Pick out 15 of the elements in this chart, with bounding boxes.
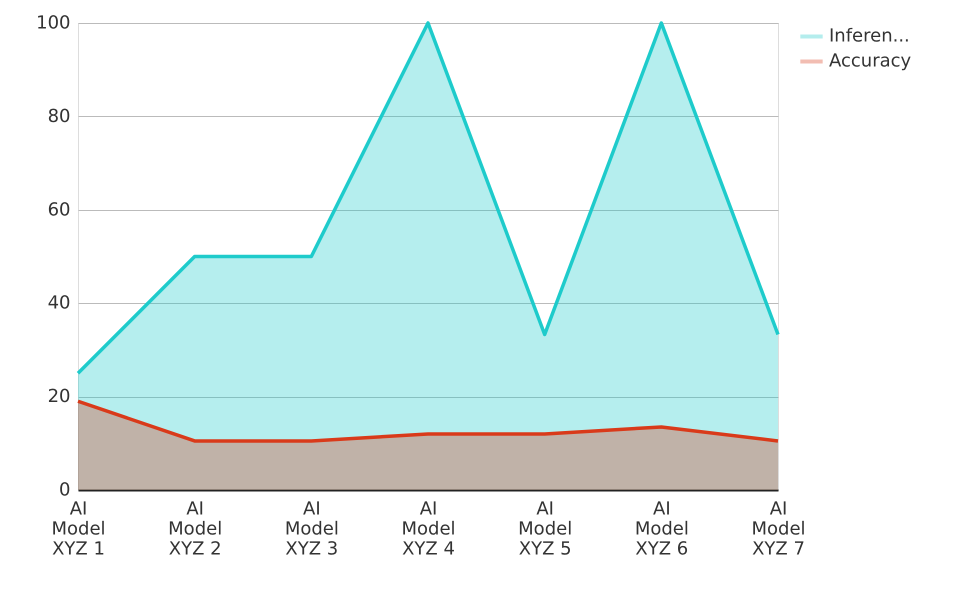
y-tick-label: 40 xyxy=(48,292,70,314)
y-tick-label: 0 xyxy=(59,480,70,500)
y-tick-label: 80 xyxy=(48,106,70,127)
y-tick-label: 20 xyxy=(48,386,70,408)
legend-label: Inferen... xyxy=(829,26,910,46)
y-tick-label: 60 xyxy=(48,199,70,220)
x-tick-label: AI Model XYZ 5 xyxy=(518,498,572,560)
legend-label: Accuracy xyxy=(829,50,912,72)
x-tick-label: AI Model XYZ 3 xyxy=(284,498,339,560)
x-tick-label: AI Model XYZ 1 xyxy=(51,498,106,560)
x-tick-label: AI Model XYZ 2 xyxy=(168,498,222,560)
y-tick-label: 100 xyxy=(36,12,70,34)
x-tick-label: AI Model XYZ 6 xyxy=(634,498,689,560)
x-tick-label: AI Model XYZ 7 xyxy=(751,498,806,560)
x-tick-label: AI Model XYZ 4 xyxy=(401,498,456,560)
